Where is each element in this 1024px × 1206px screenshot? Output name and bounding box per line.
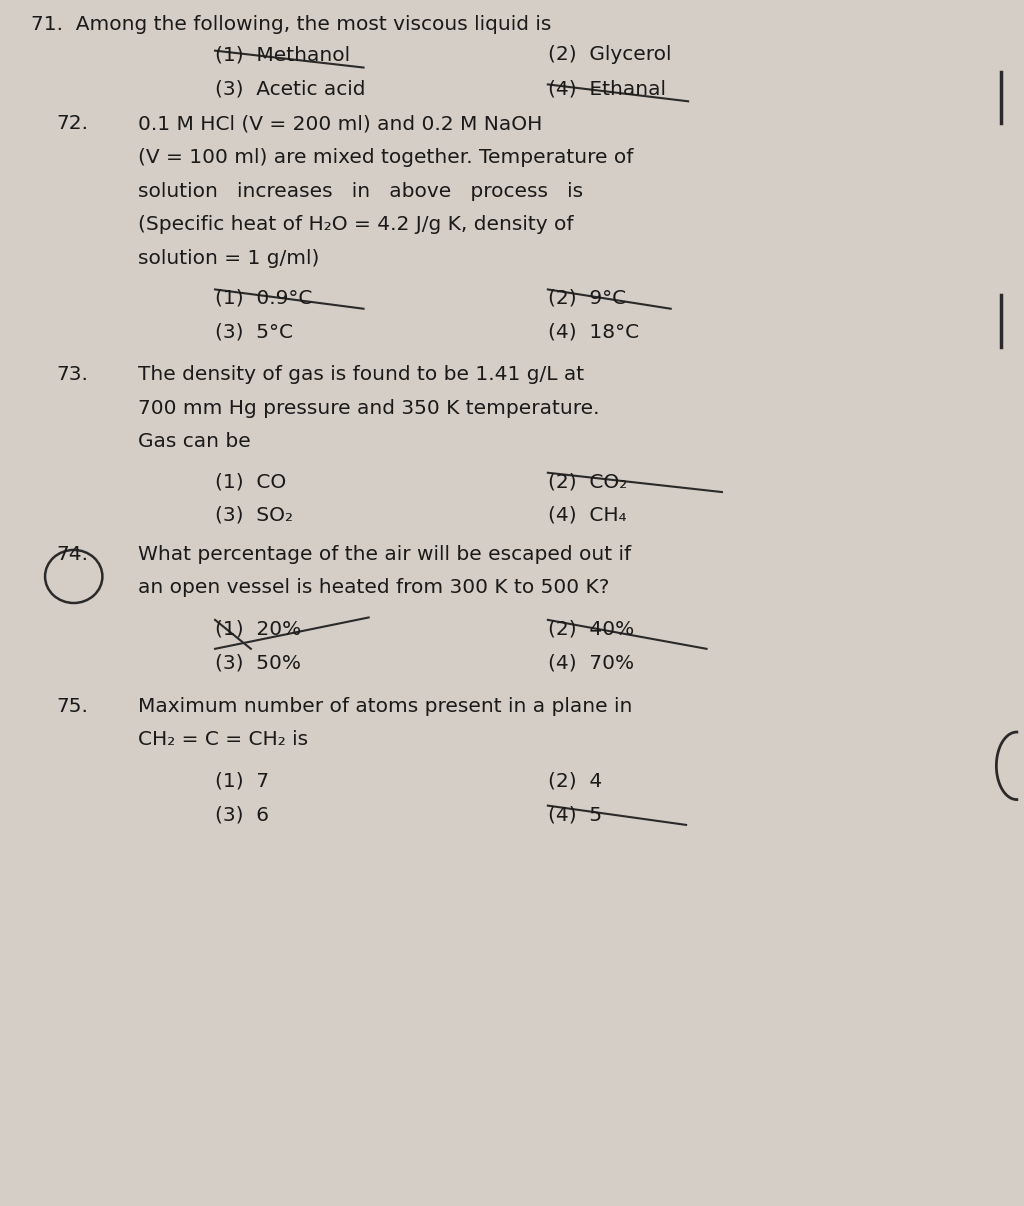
Text: What percentage of the air will be escaped out if: What percentage of the air will be escap… [138, 545, 632, 563]
Text: (3)  SO₂: (3) SO₂ [215, 507, 293, 525]
Text: 75.: 75. [56, 697, 88, 715]
Text: (3)  50%: (3) 50% [215, 654, 301, 672]
Text: (4)  CH₄: (4) CH₄ [548, 507, 627, 525]
Text: (V = 100 ml) are mixed together. Temperature of: (V = 100 ml) are mixed together. Tempera… [138, 148, 634, 166]
Text: solution = 1 g/ml): solution = 1 g/ml) [138, 250, 319, 268]
Text: (3)  Acetic acid: (3) Acetic acid [215, 80, 366, 98]
Text: 700 mm Hg pressure and 350 K temperature.: 700 mm Hg pressure and 350 K temperature… [138, 399, 600, 417]
Text: 71.  Among the following, the most viscous liquid is: 71. Among the following, the most viscou… [31, 16, 551, 34]
Text: solution   increases   in   above   process   is: solution increases in above process is [138, 182, 584, 200]
Text: (4)  Ethanal: (4) Ethanal [548, 80, 666, 98]
Text: (3)  6: (3) 6 [215, 806, 269, 824]
Text: Gas can be: Gas can be [138, 433, 251, 451]
Text: (4)  5: (4) 5 [548, 806, 602, 824]
Text: (1)  0.9°C: (1) 0.9°C [215, 289, 312, 308]
Text: 72.: 72. [56, 115, 88, 133]
Text: The density of gas is found to be 1.41 g/L at: The density of gas is found to be 1.41 g… [138, 365, 585, 384]
Text: (4)  18°C: (4) 18°C [548, 323, 639, 341]
Text: (2)  CO₂: (2) CO₂ [548, 473, 627, 491]
Text: (2)  9°C: (2) 9°C [548, 289, 626, 308]
Text: 74.: 74. [56, 545, 88, 563]
Text: (Specific heat of H₂O = 4.2 J/g K, density of: (Specific heat of H₂O = 4.2 J/g K, densi… [138, 216, 573, 234]
Text: (3)  5°C: (3) 5°C [215, 323, 293, 341]
Text: (4)  70%: (4) 70% [548, 654, 634, 672]
Text: (1)  7: (1) 7 [215, 772, 269, 790]
Text: CH₂ = C = CH₂ is: CH₂ = C = CH₂ is [138, 731, 308, 749]
Text: 0.1 M HCl (V = 200 ml) and 0.2 M NaOH: 0.1 M HCl (V = 200 ml) and 0.2 M NaOH [138, 115, 543, 133]
Text: Maximum number of atoms present in a plane in: Maximum number of atoms present in a pla… [138, 697, 633, 715]
Text: an open vessel is heated from 300 K to 500 K?: an open vessel is heated from 300 K to 5… [138, 579, 609, 597]
Text: (2)  Glycerol: (2) Glycerol [548, 46, 672, 64]
Text: (1)  Methanol: (1) Methanol [215, 46, 350, 64]
Text: (1)  20%: (1) 20% [215, 620, 301, 638]
Text: (1)  CO: (1) CO [215, 473, 287, 491]
Text: 73.: 73. [56, 365, 88, 384]
Text: (2)  4: (2) 4 [548, 772, 602, 790]
Text: (2)  40%: (2) 40% [548, 620, 634, 638]
